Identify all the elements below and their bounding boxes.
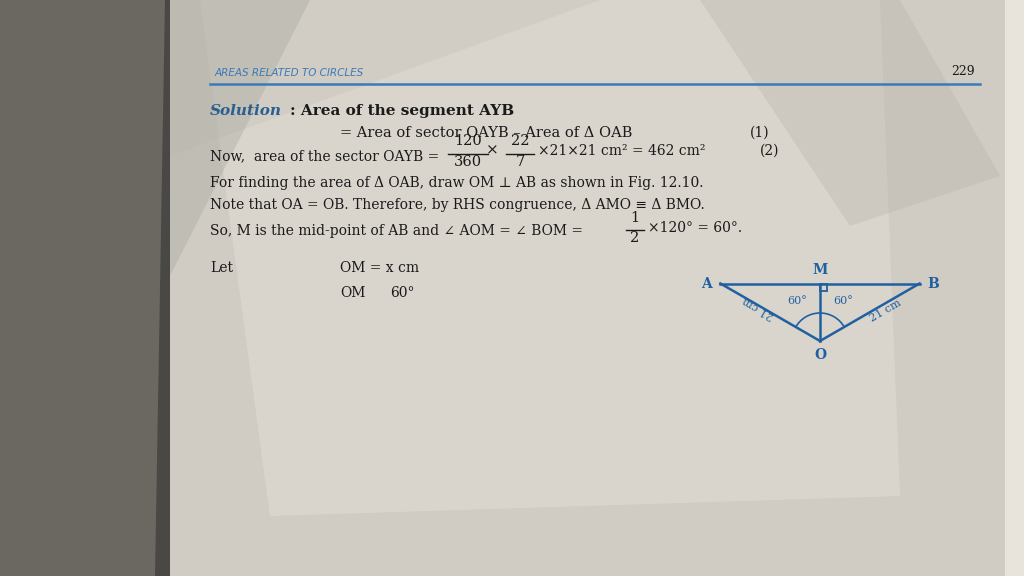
Text: : Area of the segment AYB: : Area of the segment AYB <box>290 104 514 118</box>
Polygon shape <box>700 0 1000 226</box>
Polygon shape <box>170 0 600 156</box>
Text: 120: 120 <box>454 134 482 148</box>
Text: Now,  area of the sector OAYB =: Now, area of the sector OAYB = <box>210 149 439 163</box>
Text: 229: 229 <box>951 65 975 78</box>
Text: (1): (1) <box>750 126 770 140</box>
Text: M: M <box>812 263 827 278</box>
Text: For finding the area of Δ OAB, draw OM ⊥ AB as shown in Fig. 12.10.: For finding the area of Δ OAB, draw OM ⊥… <box>210 176 703 190</box>
Polygon shape <box>1005 0 1024 576</box>
Text: B: B <box>928 276 939 290</box>
Text: O: O <box>814 348 826 362</box>
Text: 60°: 60° <box>787 296 807 306</box>
Text: = Area of sector OAYB – Area of Δ OAB: = Area of sector OAYB – Area of Δ OAB <box>340 126 633 140</box>
Text: ×21×21 cm² = 462 cm²: ×21×21 cm² = 462 cm² <box>538 144 706 158</box>
Text: So, M is the mid-point of AB and ∠ AOM = ∠ BOM =: So, M is the mid-point of AB and ∠ AOM =… <box>210 224 583 238</box>
Text: OM: OM <box>340 286 366 300</box>
Text: 60°: 60° <box>390 286 415 300</box>
Text: A: A <box>701 276 712 290</box>
Text: 2: 2 <box>631 231 640 245</box>
Text: Note that OA = OB. Therefore, by RHS congruence, Δ AMO ≡ Δ BMO.: Note that OA = OB. Therefore, by RHS con… <box>210 198 705 212</box>
Text: 60°: 60° <box>834 296 853 306</box>
Text: 21 cm: 21 cm <box>740 295 776 321</box>
Text: 1: 1 <box>631 211 640 225</box>
Text: Let: Let <box>210 261 233 275</box>
Polygon shape <box>170 0 1010 576</box>
Polygon shape <box>200 0 900 516</box>
Text: AREAS RELATED TO CIRCLES: AREAS RELATED TO CIRCLES <box>215 68 365 78</box>
Text: 22: 22 <box>511 134 529 148</box>
Text: OM = x cm: OM = x cm <box>340 261 419 275</box>
Polygon shape <box>0 0 195 576</box>
Text: Solution: Solution <box>210 104 282 118</box>
Text: ×120° = 60°.: ×120° = 60°. <box>648 221 742 235</box>
Text: 7: 7 <box>515 155 524 169</box>
Text: ×: × <box>485 144 499 158</box>
Polygon shape <box>155 0 195 576</box>
Polygon shape <box>600 0 1024 276</box>
Text: (2): (2) <box>760 144 779 158</box>
Polygon shape <box>170 0 310 276</box>
Text: 21 cm: 21 cm <box>868 297 903 323</box>
Text: 360: 360 <box>454 155 482 169</box>
